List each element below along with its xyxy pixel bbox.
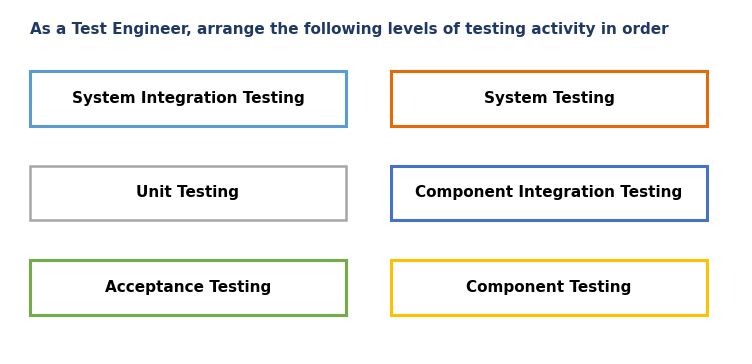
- Bar: [391, 71, 707, 126]
- Bar: [391, 166, 707, 220]
- Text: As a Test Engineer, arrange the following levels of testing activity in order: As a Test Engineer, arrange the followin…: [30, 22, 669, 37]
- Text: System Integration Testing: System Integration Testing: [71, 91, 305, 106]
- Bar: [30, 260, 346, 315]
- Bar: [30, 166, 346, 220]
- Text: Component Testing: Component Testing: [466, 280, 632, 295]
- Bar: [30, 71, 346, 126]
- Text: System Testing: System Testing: [484, 91, 614, 106]
- Bar: [391, 260, 707, 315]
- Text: Component Integration Testing: Component Integration Testing: [415, 185, 683, 201]
- Text: Acceptance Testing: Acceptance Testing: [105, 280, 271, 295]
- Text: Unit Testing: Unit Testing: [137, 185, 239, 201]
